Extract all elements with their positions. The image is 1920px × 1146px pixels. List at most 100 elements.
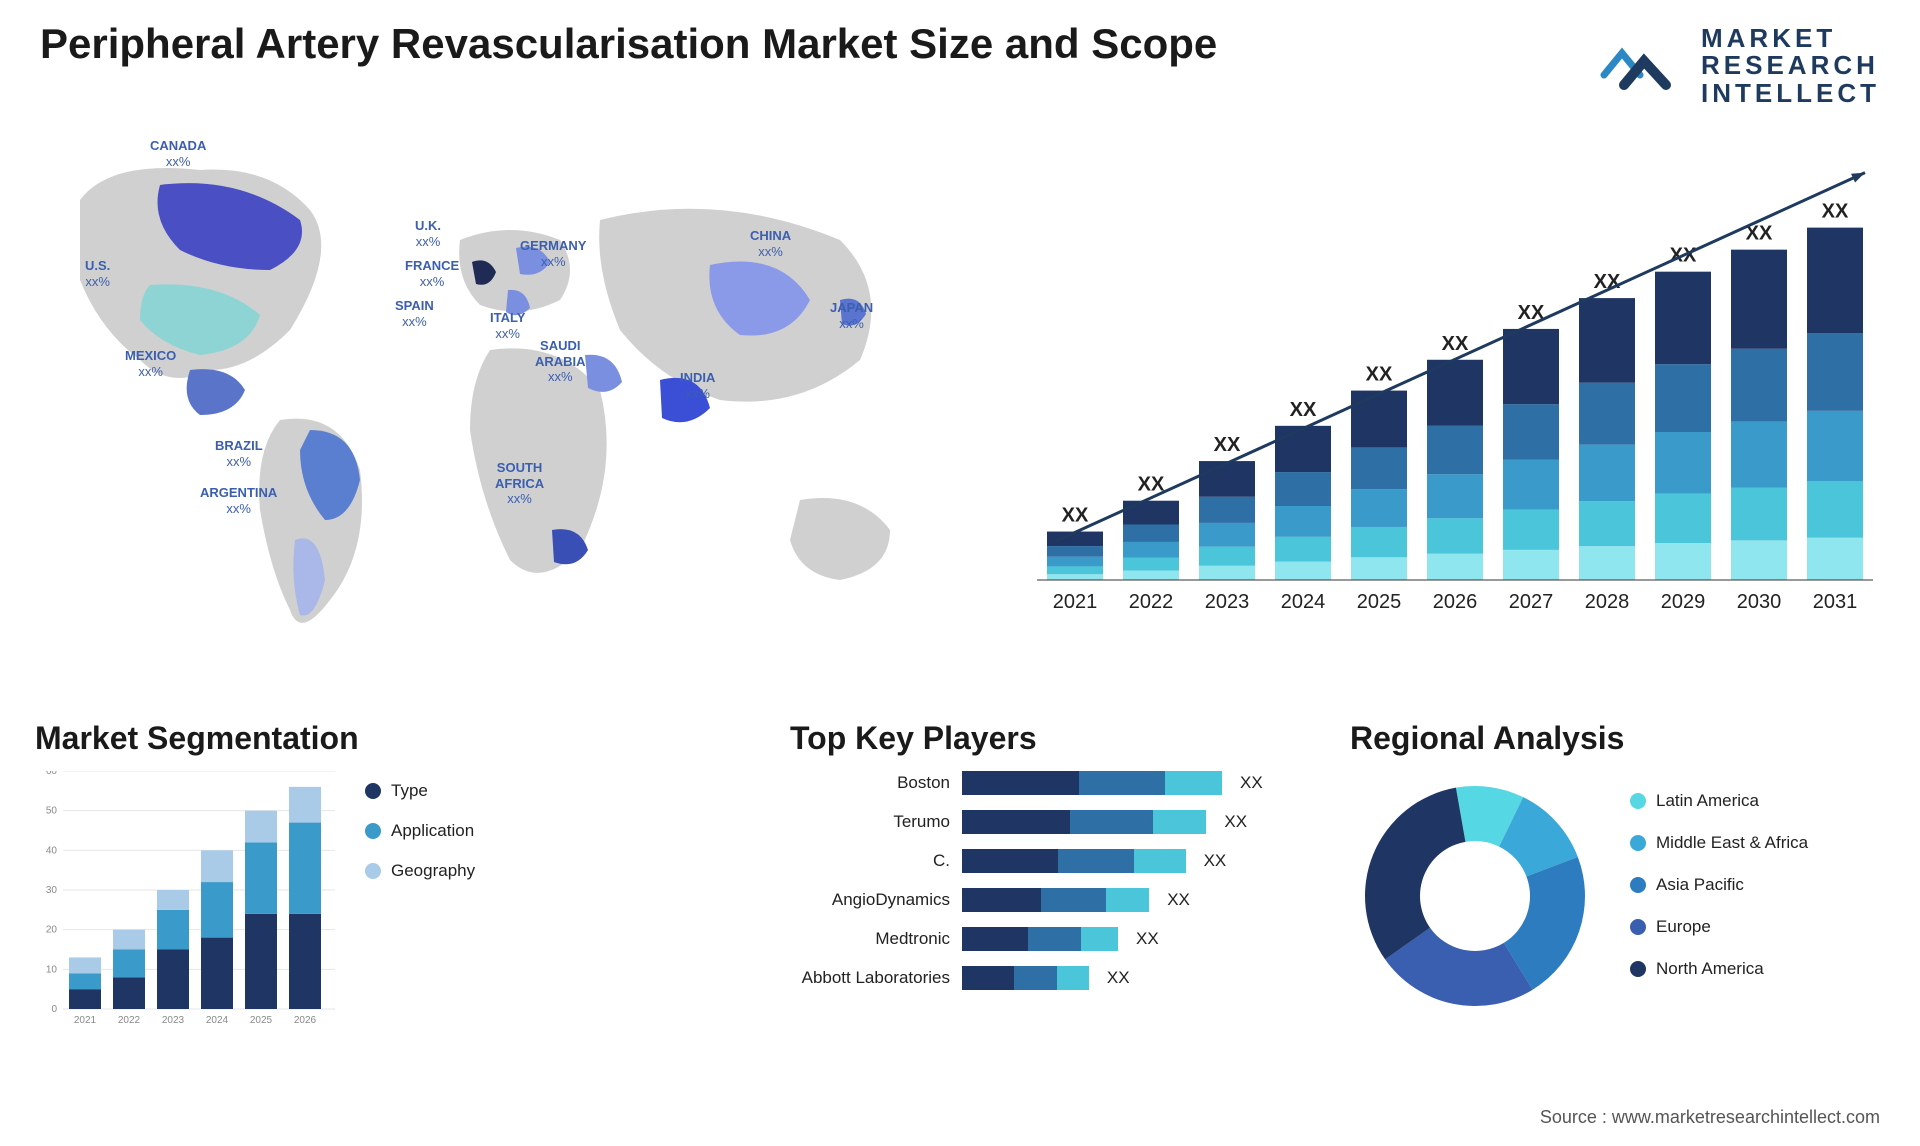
player-bar-seg xyxy=(1106,888,1149,912)
growth-bar-seg xyxy=(1123,542,1179,558)
seg-bar-seg xyxy=(245,914,277,1009)
region-legend-row: Asia Pacific xyxy=(1630,875,1808,895)
seg-bar-seg xyxy=(69,957,101,973)
growth-bar-seg xyxy=(1503,404,1559,459)
seg-xtick: 2026 xyxy=(294,1015,317,1026)
seg-bar-seg xyxy=(69,989,101,1009)
seg-legend-label: Type xyxy=(391,781,428,801)
growth-bar-label: XX xyxy=(1214,434,1241,456)
regional-title: Regional Analysis xyxy=(1350,720,1890,757)
page-title: Peripheral Artery Revascularisation Mark… xyxy=(40,20,1217,68)
growth-bar-seg xyxy=(1731,349,1787,422)
map-label-u-s-: U.S.xx% xyxy=(85,258,110,289)
growth-bar-seg xyxy=(1579,383,1635,445)
growth-bar-seg xyxy=(1503,510,1559,550)
seg-ytick: 60 xyxy=(46,771,58,777)
logo-chevron-icon xyxy=(1600,35,1680,105)
map-label-spain: SPAINxx% xyxy=(395,298,434,329)
map-label-south-africa: SOUTHAFRICAxx% xyxy=(495,460,544,507)
region-legend-row: Middle East & Africa xyxy=(1630,833,1808,853)
growth-bar-seg xyxy=(1427,426,1483,474)
growth-bar-seg xyxy=(1123,558,1179,571)
map-label-italy: ITALYxx% xyxy=(490,310,525,341)
map-label-mexico: MEXICOxx% xyxy=(125,348,176,379)
growth-bar-seg xyxy=(1579,546,1635,580)
player-bar-seg xyxy=(1153,810,1207,834)
growth-bar-seg xyxy=(1123,570,1179,580)
growth-bar-seg xyxy=(1503,459,1559,509)
logo-line-1: MARKET xyxy=(1701,25,1880,52)
legend-dot-icon xyxy=(365,823,381,839)
player-bar xyxy=(962,888,1149,912)
player-value: XX xyxy=(1107,968,1130,988)
seg-xtick: 2022 xyxy=(118,1015,141,1026)
player-bar xyxy=(962,849,1186,873)
seg-bar-seg xyxy=(201,850,233,882)
legend-dot-icon xyxy=(1630,877,1646,893)
growth-bar-seg xyxy=(1199,497,1255,523)
seg-bar-seg xyxy=(289,823,321,914)
seg-xtick: 2025 xyxy=(250,1015,273,1026)
player-bar-seg xyxy=(1070,810,1153,834)
growth-bar-label: XX xyxy=(1822,201,1849,223)
growth-bar-seg xyxy=(1503,329,1559,404)
map-label-china: CHINAxx% xyxy=(750,228,791,259)
growth-bar-seg xyxy=(1351,527,1407,557)
map-label-japan: JAPANxx% xyxy=(830,300,873,331)
player-bar-seg xyxy=(1028,927,1081,951)
player-bar xyxy=(962,771,1222,795)
seg-xtick: 2023 xyxy=(162,1015,185,1026)
seg-xtick: 2021 xyxy=(74,1015,97,1026)
growth-bar-seg xyxy=(1427,474,1483,518)
growth-bar-seg xyxy=(1427,518,1483,553)
growth-xaxis-label: 2022 xyxy=(1129,591,1174,613)
seg-bar-seg xyxy=(113,950,145,978)
player-bar-seg xyxy=(1058,849,1134,873)
player-row: MedtronicXX xyxy=(790,927,1270,951)
map-label-france: FRANCExx% xyxy=(405,258,459,289)
growth-bar-label: XX xyxy=(1442,333,1469,355)
growth-bar-label: XX xyxy=(1290,399,1317,421)
legend-dot-icon xyxy=(1630,961,1646,977)
region-legend-label: North America xyxy=(1656,959,1764,979)
player-row: Abbott LaboratoriesXX xyxy=(790,966,1270,990)
growth-bar-seg xyxy=(1731,488,1787,541)
seg-legend-row: Application xyxy=(365,821,545,841)
region-legend-row: North America xyxy=(1630,959,1808,979)
seg-bar-seg xyxy=(157,890,189,910)
player-label: AngioDynamics xyxy=(790,890,950,910)
legend-dot-icon xyxy=(1630,835,1646,851)
growth-bar-seg xyxy=(1807,228,1863,334)
growth-bar-seg xyxy=(1351,447,1407,489)
map-label-u-k-: U.K.xx% xyxy=(415,218,441,249)
growth-bar-label: XX xyxy=(1062,505,1089,527)
growth-bar-seg xyxy=(1655,272,1711,365)
seg-legend-label: Geography xyxy=(391,861,475,881)
legend-dot-icon xyxy=(1630,793,1646,809)
seg-bar-seg xyxy=(157,950,189,1010)
region-legend-label: Asia Pacific xyxy=(1656,875,1744,895)
regional-legend: Latin AmericaMiddle East & AfricaAsia Pa… xyxy=(1630,791,1808,1001)
seg-bar-seg xyxy=(289,787,321,823)
seg-legend-row: Geography xyxy=(365,861,545,881)
map-label-india: INDIAxx% xyxy=(680,370,715,401)
growth-bar-seg xyxy=(1123,501,1179,525)
logo-line-2: RESEARCH xyxy=(1701,52,1880,79)
growth-xaxis-label: 2024 xyxy=(1281,591,1326,613)
seg-bar-seg xyxy=(201,938,233,1009)
growth-xaxis-label: 2021 xyxy=(1053,591,1098,613)
seg-bar-seg xyxy=(245,842,277,913)
growth-bar-seg xyxy=(1199,547,1255,566)
seg-legend-row: Type xyxy=(365,781,545,801)
seg-ytick: 30 xyxy=(46,885,58,896)
segmentation-legend: Type Application Geography xyxy=(365,771,545,1051)
player-bar xyxy=(962,966,1089,990)
player-value: XX xyxy=(1136,929,1159,949)
growth-xaxis-label: 2028 xyxy=(1585,591,1630,613)
growth-bar-seg xyxy=(1275,537,1331,562)
growth-bar-seg xyxy=(1655,543,1711,580)
players-panel: Top Key Players BostonXXTerumoXXC.XXAngi… xyxy=(790,720,1270,1090)
seg-ytick: 50 xyxy=(46,806,58,817)
growth-bar-seg xyxy=(1047,566,1103,574)
player-value: XX xyxy=(1204,851,1227,871)
